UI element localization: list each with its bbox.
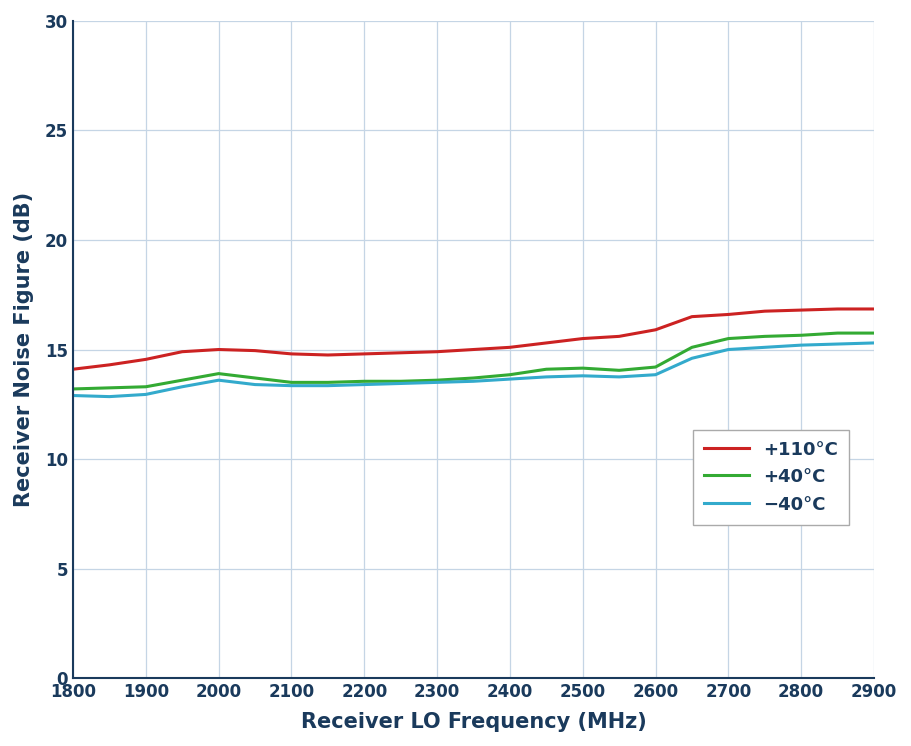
−40°C <box>505 374 516 383</box>
−40°C <box>578 372 589 380</box>
Y-axis label: Receiver Noise Figure (dB): Receiver Noise Figure (dB) <box>14 192 34 507</box>
+110°C <box>177 347 188 356</box>
−40°C <box>614 372 625 381</box>
−40°C <box>104 392 115 401</box>
−40°C <box>395 379 406 388</box>
−40°C <box>541 372 552 381</box>
+40°C <box>104 383 115 392</box>
+40°C <box>468 374 479 383</box>
+110°C <box>832 304 843 313</box>
+110°C <box>104 360 115 369</box>
+110°C <box>723 310 734 319</box>
+40°C <box>832 328 843 337</box>
+40°C <box>213 369 224 378</box>
+40°C <box>759 332 770 341</box>
−40°C <box>723 345 734 354</box>
+40°C <box>140 382 151 391</box>
−40°C <box>432 378 443 387</box>
−40°C <box>650 370 661 379</box>
+110°C <box>468 345 479 354</box>
+40°C <box>177 376 188 385</box>
−40°C <box>468 377 479 386</box>
+110°C <box>795 306 806 315</box>
+40°C <box>868 328 879 337</box>
−40°C <box>868 339 879 348</box>
+110°C <box>286 349 297 358</box>
−40°C <box>250 380 261 389</box>
+110°C <box>505 343 516 352</box>
+40°C <box>614 366 625 374</box>
+40°C <box>395 377 406 386</box>
+110°C <box>250 346 261 355</box>
+40°C <box>723 334 734 343</box>
+40°C <box>286 378 297 387</box>
−40°C <box>213 376 224 385</box>
−40°C <box>759 343 770 352</box>
+110°C <box>432 347 443 356</box>
−40°C <box>687 354 698 363</box>
+110°C <box>614 332 625 341</box>
−40°C <box>832 339 843 348</box>
+40°C <box>687 343 698 352</box>
Line: +110°C: +110°C <box>73 309 874 369</box>
−40°C <box>177 382 188 391</box>
+40°C <box>541 365 552 374</box>
+40°C <box>359 377 370 386</box>
+40°C <box>578 363 589 372</box>
+110°C <box>650 325 661 334</box>
−40°C <box>140 390 151 399</box>
+110°C <box>322 351 333 360</box>
−40°C <box>67 391 78 400</box>
+110°C <box>67 365 78 374</box>
Line: +40°C: +40°C <box>73 333 874 389</box>
X-axis label: Receiver LO Frequency (MHz): Receiver LO Frequency (MHz) <box>301 712 647 732</box>
+40°C <box>67 384 78 393</box>
+110°C <box>541 339 552 348</box>
+40°C <box>505 370 516 379</box>
−40°C <box>286 381 297 390</box>
+110°C <box>213 345 224 354</box>
+110°C <box>868 304 879 313</box>
+110°C <box>140 355 151 364</box>
+110°C <box>578 334 589 343</box>
+40°C <box>432 376 443 385</box>
Legend: +110°C, +40°C, −40°C: +110°C, +40°C, −40°C <box>692 430 849 524</box>
+110°C <box>759 307 770 316</box>
+110°C <box>359 349 370 358</box>
+40°C <box>795 330 806 339</box>
+40°C <box>250 374 261 383</box>
+40°C <box>650 363 661 372</box>
+110°C <box>395 348 406 357</box>
+40°C <box>322 378 333 387</box>
−40°C <box>359 380 370 389</box>
−40°C <box>795 341 806 350</box>
Line: −40°C: −40°C <box>73 343 874 397</box>
+110°C <box>687 312 698 321</box>
−40°C <box>322 381 333 390</box>
